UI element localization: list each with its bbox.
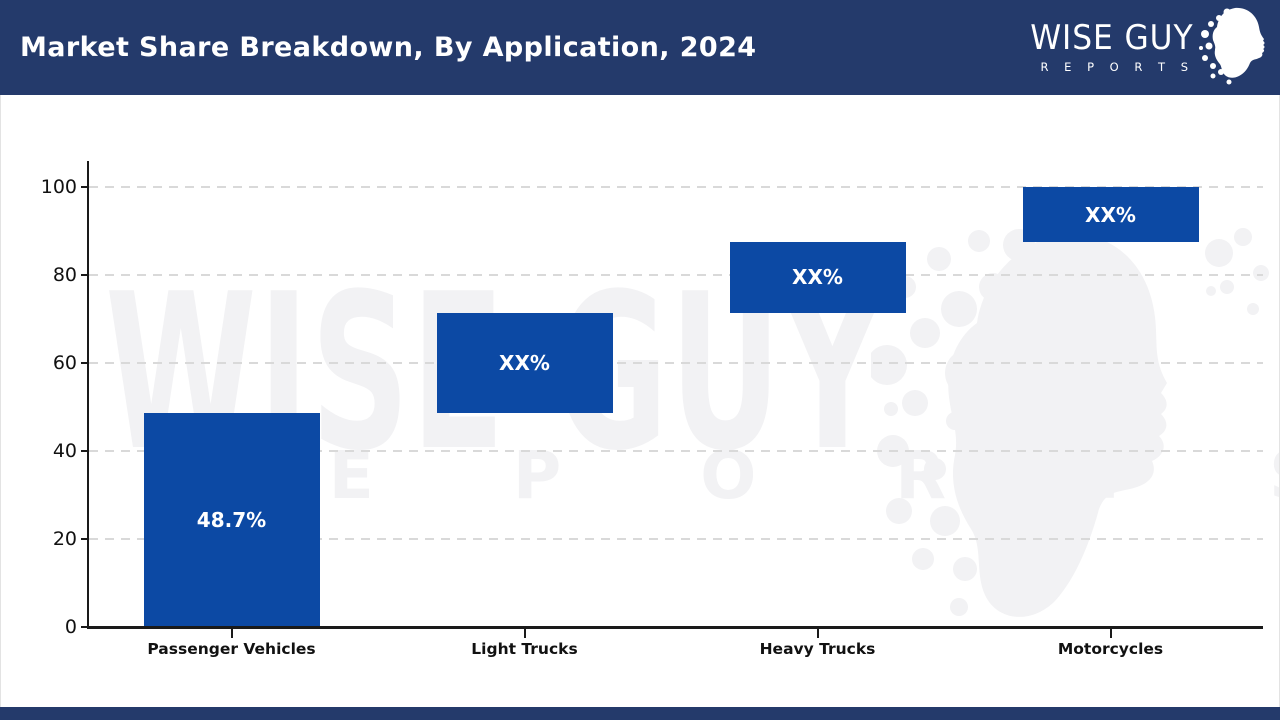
bar-value-label: XX% bbox=[499, 350, 550, 375]
gridline-y20 bbox=[89, 538, 1263, 540]
x-axis-line bbox=[87, 626, 1263, 629]
header-bar: Market Share Breakdown, By Application, … bbox=[0, 0, 1280, 95]
x-tick-mark bbox=[816, 629, 819, 638]
y-tick-label: 60 bbox=[52, 352, 77, 374]
category-label: Heavy Trucks bbox=[759, 640, 876, 658]
footer-bar bbox=[0, 707, 1280, 720]
y-tick-label: 20 bbox=[52, 528, 77, 550]
x-tick-mark bbox=[230, 629, 233, 638]
y-tick-mark bbox=[81, 538, 89, 540]
watermark-face-icon bbox=[871, 228, 1269, 617]
bar-value-label: 48.7% bbox=[196, 507, 267, 532]
category-label: Motorcycles bbox=[1057, 640, 1164, 658]
y-tick-mark bbox=[81, 362, 89, 364]
gridline-y100 bbox=[89, 186, 1263, 188]
chart-area: WISE GUY R E P O R T S 48. bbox=[0, 95, 1280, 707]
category-label: Passenger Vehicles bbox=[147, 640, 316, 658]
bar-value-label: XX% bbox=[1085, 202, 1136, 227]
gridline-y40 bbox=[89, 450, 1263, 452]
y-tick-label: 0 bbox=[64, 616, 77, 638]
y-tick-label: 80 bbox=[52, 264, 77, 286]
wiseguy-logo-name: WISE GUY bbox=[1030, 18, 1194, 58]
y-tick-mark bbox=[81, 450, 89, 452]
bar-light-trucks: XX% bbox=[436, 312, 613, 413]
y-tick-mark bbox=[81, 186, 89, 188]
gridline-y80 bbox=[89, 274, 1263, 276]
gridline-y60 bbox=[89, 362, 1263, 364]
x-tick-mark bbox=[523, 629, 526, 638]
bar-value-label: XX% bbox=[792, 265, 843, 290]
category-label: Light Trucks bbox=[471, 640, 578, 658]
y-tick-label: 100 bbox=[40, 176, 77, 198]
wiseguy-face-icon bbox=[1199, 7, 1265, 84]
wiseguy-logo-subtitle: R E P O R T S bbox=[1040, 60, 1194, 74]
y-tick-mark bbox=[81, 626, 89, 628]
bar-passenger-vehicles: 48.7% bbox=[143, 412, 320, 627]
page-title: Market Share Breakdown, By Application, … bbox=[20, 32, 757, 63]
bar-motorcycles: XX% bbox=[1022, 187, 1199, 242]
bar-heavy-trucks: XX% bbox=[729, 242, 906, 313]
y-axis-line bbox=[87, 161, 89, 629]
wiseguy-logo: WISE GUY R E P O R T S bbox=[1016, 6, 1270, 90]
y-tick-mark bbox=[81, 274, 89, 276]
wiseguy-logo-text: WISE GUY R E P O R T S bbox=[1016, 21, 1194, 74]
y-tick-label: 40 bbox=[52, 440, 77, 462]
x-tick-mark bbox=[1109, 629, 1112, 638]
